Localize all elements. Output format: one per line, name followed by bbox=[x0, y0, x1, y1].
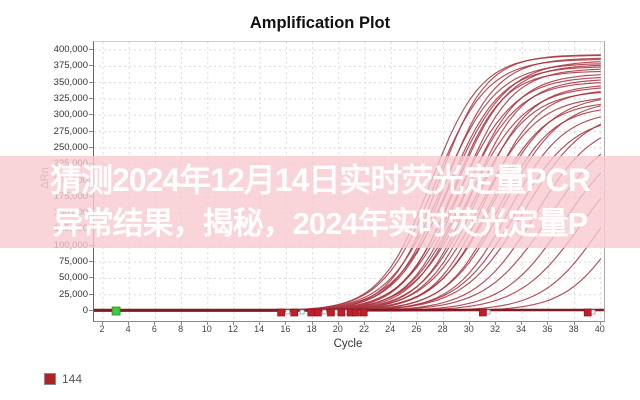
legend-label: 144 bbox=[62, 372, 83, 386]
x-tick-label: 38 bbox=[568, 324, 579, 334]
y-tick-label: 0 bbox=[82, 305, 88, 316]
x-tick-mark bbox=[259, 321, 261, 325]
x-tick-label: 36 bbox=[542, 324, 553, 334]
y-tick-mark bbox=[89, 81, 93, 83]
x-tick-mark bbox=[337, 321, 339, 325]
x-tick-label: 2 bbox=[99, 324, 105, 334]
x-tick-label: 40 bbox=[594, 324, 605, 334]
y-tick-label: 275,000 bbox=[53, 125, 88, 137]
x-tick-label: 8 bbox=[178, 324, 184, 334]
y-tick-label: 250,000 bbox=[53, 141, 88, 153]
y-tick-mark bbox=[89, 130, 93, 132]
y-tick-mark bbox=[89, 114, 93, 116]
x-tick-label: 16 bbox=[280, 324, 291, 334]
y-tick-label: 400,000 bbox=[53, 44, 88, 55]
y-tick-label: 75,000 bbox=[58, 256, 88, 268]
x-tick-mark bbox=[102, 321, 103, 325]
baseline-marker-red bbox=[583, 308, 592, 317]
amplification-curves bbox=[94, 42, 604, 321]
baseline-marker-red bbox=[359, 308, 368, 317]
y-tick-label: 375,000 bbox=[53, 60, 88, 72]
x-tick-mark bbox=[364, 321, 365, 325]
x-tick-mark bbox=[442, 321, 444, 325]
baseline-marker-red bbox=[351, 308, 360, 317]
x-tick-label: 14 bbox=[254, 324, 265, 334]
x-tick-label: 20 bbox=[332, 324, 343, 334]
x-tick-mark bbox=[468, 321, 470, 325]
baseline-marker-green bbox=[111, 306, 121, 316]
x-tick-mark bbox=[180, 321, 182, 325]
overlay-text-line1: 猜测2024年12月14日实时荧光定量PCR bbox=[50, 162, 591, 198]
x-tick-mark bbox=[547, 321, 549, 325]
x-tick-label: 22 bbox=[358, 324, 369, 334]
x-tick-label: 34 bbox=[516, 324, 527, 334]
x-tick-mark bbox=[311, 321, 313, 325]
x-tick-mark bbox=[154, 321, 156, 325]
baseline-marker-red bbox=[277, 308, 286, 317]
x-tick-label: 32 bbox=[489, 324, 500, 334]
x-tick-mark bbox=[599, 321, 601, 325]
baseline-marker-red bbox=[337, 308, 346, 317]
y-tick-mark bbox=[89, 49, 93, 50]
watermark-overlay-band: 猜测2024年12月14日实时荧光定量PCR 异常结果，揭秘，2024年实时荧光… bbox=[0, 156, 640, 248]
x-tick-label: 30 bbox=[463, 324, 474, 334]
y-tick-mark bbox=[89, 65, 93, 67]
x-tick-mark bbox=[128, 321, 130, 325]
y-tick-mark bbox=[89, 277, 93, 279]
y-tick-mark bbox=[89, 261, 93, 263]
x-tick-mark bbox=[416, 321, 418, 325]
x-tick-label: 6 bbox=[151, 324, 157, 334]
baseline-marker-red bbox=[290, 308, 299, 317]
baseline-marker-red bbox=[313, 308, 322, 317]
x-tick-mark bbox=[233, 321, 234, 325]
x-tick-mark bbox=[573, 321, 575, 325]
x-axis-title: Cycle bbox=[333, 338, 363, 350]
y-tick-mark bbox=[89, 97, 93, 99]
legend-color-swatch bbox=[44, 373, 56, 385]
x-tick-label: 12 bbox=[227, 324, 238, 334]
y-tick-mark bbox=[89, 146, 93, 148]
x-tick-mark bbox=[390, 321, 392, 325]
x-tick-mark bbox=[521, 321, 523, 325]
x-tick-mark bbox=[285, 321, 287, 325]
baseline-marker-red bbox=[307, 308, 316, 317]
chart-title: Amplification Plot bbox=[249, 14, 391, 32]
x-tick-label: 18 bbox=[306, 324, 317, 334]
x-tick-label: 10 bbox=[201, 324, 212, 334]
baseline-marker-red bbox=[479, 308, 487, 317]
y-tick-label: 325,000 bbox=[53, 92, 88, 104]
y-tick-label: 25,000 bbox=[58, 288, 88, 300]
y-tick-label: 350,000 bbox=[53, 76, 88, 88]
x-tick-mark bbox=[495, 321, 496, 325]
x-tick-label: 4 bbox=[125, 324, 131, 334]
overlay-text-line2: 异常结果，揭秘，2024年实时荧光定量P bbox=[52, 206, 589, 241]
x-tick-label: 28 bbox=[437, 324, 448, 334]
y-tick-mark bbox=[89, 310, 93, 311]
y-tick-label: 50,000 bbox=[58, 272, 88, 284]
legend: 144 bbox=[44, 372, 82, 386]
baseline-marker-red bbox=[327, 308, 335, 317]
y-tick-mark bbox=[89, 293, 93, 295]
x-tick-mark bbox=[206, 321, 208, 325]
x-tick-label: 26 bbox=[411, 324, 422, 334]
x-tick-label: 24 bbox=[385, 324, 396, 334]
y-tick-label: 300,000 bbox=[53, 109, 88, 121]
